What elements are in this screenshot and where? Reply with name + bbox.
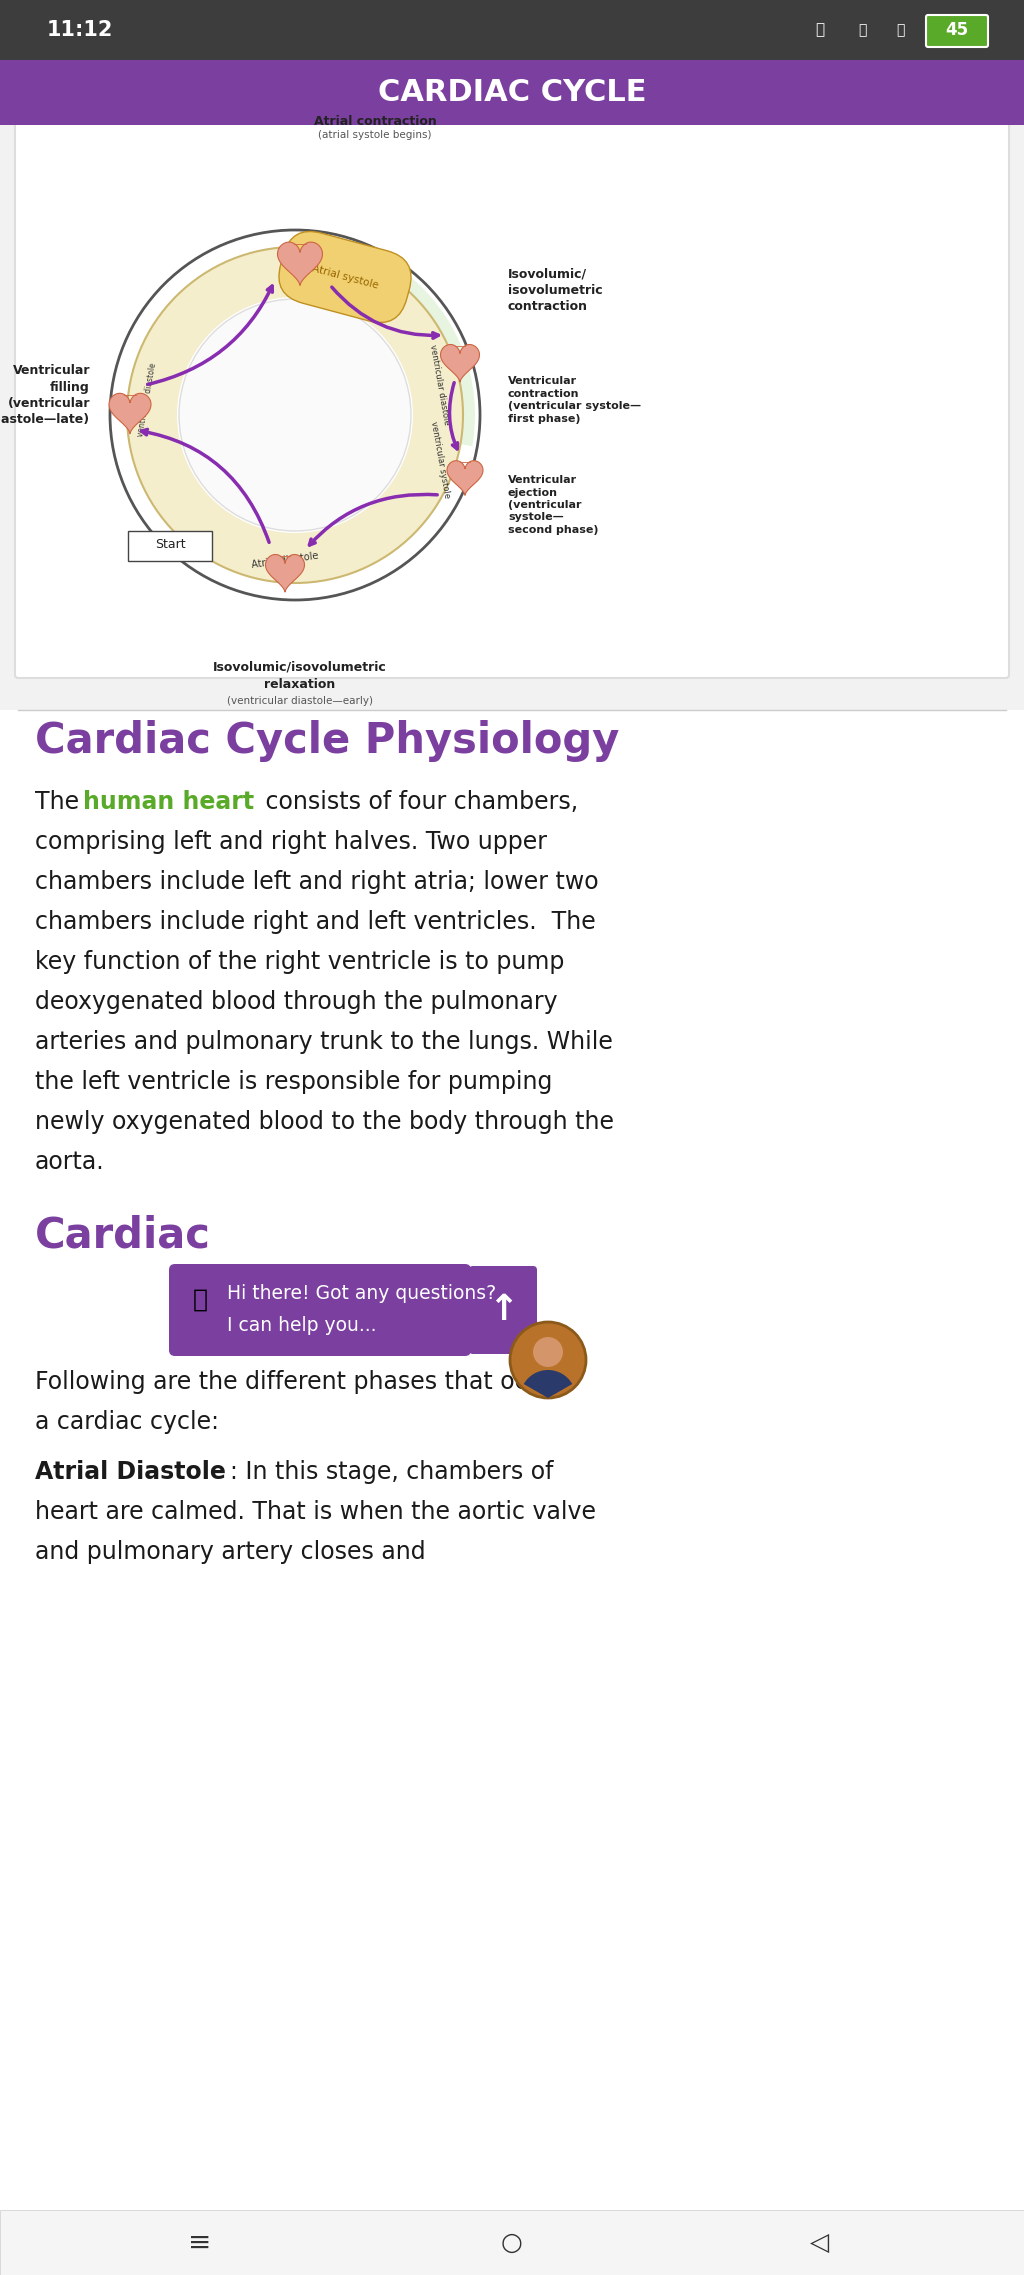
Text: deoxygenated blood through the pulmonary: deoxygenated blood through the pulmonary (35, 990, 558, 1015)
Text: relaxation: relaxation (264, 678, 336, 692)
Text: arteries and pulmonary trunk to the lungs. While: arteries and pulmonary trunk to the lung… (35, 1031, 613, 1053)
Circle shape (177, 298, 413, 532)
Polygon shape (278, 241, 323, 284)
Text: CARDIAC CYCLE: CARDIAC CYCLE (378, 77, 646, 107)
Text: ventricular diastole: ventricular diastole (136, 362, 158, 437)
Text: comprising left and right halves. Two upper: comprising left and right halves. Two up… (35, 830, 547, 853)
Text: the left ventricle is responsible for pumping: the left ventricle is responsible for pu… (35, 1069, 552, 1094)
FancyBboxPatch shape (0, 59, 1024, 125)
Text: ventricular systole: ventricular systole (429, 421, 452, 498)
Text: aorta.: aorta. (35, 1149, 104, 1174)
Text: Ventricular
ejection
(ventricular
systole—
second phase): Ventricular ejection (ventricular systol… (508, 475, 598, 535)
Circle shape (510, 1322, 586, 1399)
Wedge shape (295, 303, 410, 435)
Text: 45: 45 (945, 20, 969, 39)
Wedge shape (295, 237, 475, 446)
Polygon shape (265, 555, 304, 592)
Text: ○: ○ (501, 2230, 523, 2255)
Text: Atrial systole: Atrial systole (311, 264, 379, 291)
FancyBboxPatch shape (469, 1265, 537, 1354)
Polygon shape (447, 462, 483, 496)
Text: ⏰: ⏰ (858, 23, 866, 36)
Text: newly oxygenated blood to the body through the: newly oxygenated blood to the body throu… (35, 1110, 614, 1133)
Text: chambers include left and right atria; lower two: chambers include left and right atria; l… (35, 869, 599, 894)
Text: Hi there! Got any questions?: Hi there! Got any questions? (227, 1283, 496, 1304)
Text: Cardiac Cycle Physiology: Cardiac Cycle Physiology (35, 719, 620, 762)
Text: and pulmonary artery closes and: and pulmonary artery closes and (35, 1540, 426, 1563)
Text: (ventricular diastole—early): (ventricular diastole—early) (227, 696, 373, 705)
Text: human heart: human heart (83, 789, 254, 814)
FancyBboxPatch shape (169, 1265, 471, 1356)
Text: (atrial systole begins): (atrial systole begins) (318, 130, 432, 141)
Text: ventricular diastole: ventricular diastole (428, 344, 452, 425)
Text: key function of the right ventricle is to pump: key function of the right ventricle is t… (35, 951, 564, 974)
Text: Start: Start (155, 539, 185, 551)
Text: heart are calmed. That is when the aortic valve: heart are calmed. That is when the aorti… (35, 1499, 596, 1524)
Polygon shape (440, 344, 479, 382)
Text: 11:12: 11:12 (47, 20, 114, 41)
FancyBboxPatch shape (15, 123, 1009, 678)
Text: ↑: ↑ (487, 1292, 518, 1326)
Text: 📶: 📶 (896, 23, 904, 36)
Circle shape (179, 298, 411, 530)
Text: ≡: ≡ (188, 2230, 212, 2257)
Text: 🎧: 🎧 (815, 23, 824, 36)
Text: Ventricular
filling
(ventricular
diastole—late): Ventricular filling (ventricular diastol… (0, 364, 90, 425)
Text: 👋: 👋 (193, 1288, 208, 1313)
FancyBboxPatch shape (926, 16, 988, 48)
Text: a cardiac cycle:: a cardiac cycle: (35, 1410, 219, 1433)
Text: Isovolumic/
isovolumetric
contraction: Isovolumic/ isovolumetric contraction (508, 268, 603, 312)
Text: Cardiac: Cardiac (35, 1215, 211, 1258)
Text: I can help you...: I can help you... (227, 1315, 377, 1335)
FancyBboxPatch shape (0, 0, 1024, 59)
Text: Ventricular
contraction
(ventricular systole—
first phase): Ventricular contraction (ventricular sys… (508, 375, 641, 423)
Text: Isovolumic/isovolumetric: Isovolumic/isovolumetric (213, 660, 387, 673)
Text: Following are the different phases that ocdu r: Following are the different phases that … (35, 1370, 574, 1395)
Text: Atrial contraction: Atrial contraction (313, 116, 436, 127)
FancyBboxPatch shape (0, 2209, 1024, 2275)
Text: Atrial diastole: Atrial diastole (251, 551, 319, 569)
FancyBboxPatch shape (128, 530, 212, 562)
Text: The: The (35, 789, 87, 814)
Text: chambers include right and left ventricles.  The: chambers include right and left ventricl… (35, 910, 596, 935)
Text: ◁: ◁ (810, 2230, 829, 2255)
Circle shape (534, 1338, 563, 1367)
Text: : In this stage, chambers of: : In this stage, chambers of (230, 1461, 554, 1483)
Wedge shape (523, 1370, 572, 1399)
Circle shape (127, 248, 463, 582)
Text: Atrial Diastole: Atrial Diastole (35, 1461, 226, 1483)
Polygon shape (109, 394, 151, 435)
Text: consists of four chambers,: consists of four chambers, (258, 789, 579, 814)
FancyBboxPatch shape (0, 710, 1024, 2275)
